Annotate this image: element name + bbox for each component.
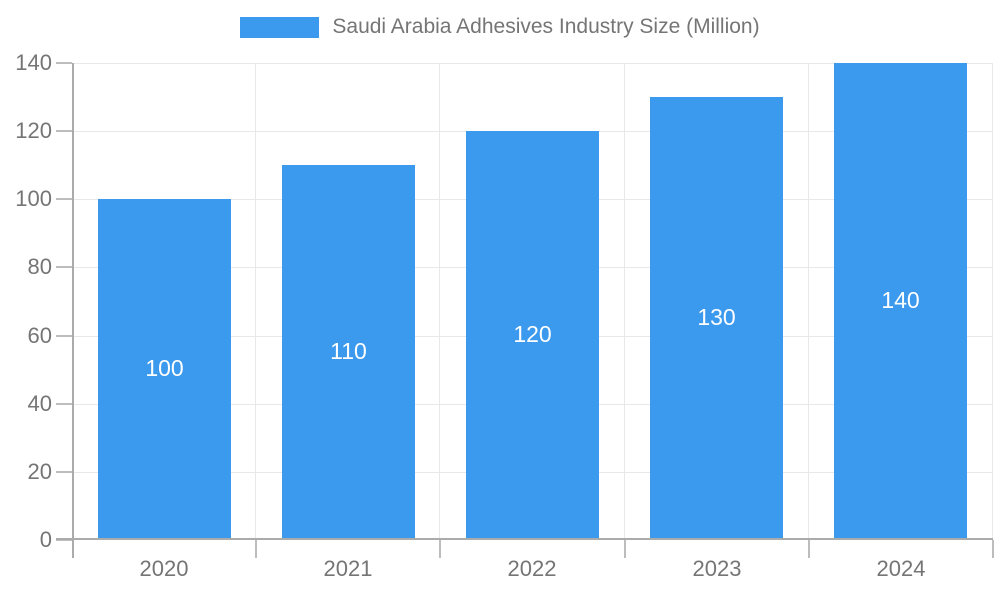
x-axis-tick (439, 540, 441, 558)
y-axis-tick (56, 130, 72, 132)
y-axis-label: 60 (27, 323, 52, 348)
x-gridline (255, 63, 256, 540)
bar-2022[interactable]: 120 (466, 131, 599, 538)
x-axis-tick (624, 540, 626, 558)
x-axis-tick (808, 540, 810, 558)
y-axis-tick (56, 266, 72, 268)
x-gridline (808, 63, 809, 540)
y-axis-line (72, 63, 74, 558)
y-axis-label: 40 (27, 391, 52, 416)
bar-2021[interactable]: 110 (282, 165, 415, 538)
y-gridline (72, 63, 993, 64)
x-gridline (624, 63, 625, 540)
y-axis-label: 0 (39, 527, 52, 552)
x-axis-label-2024: 2024 (876, 556, 926, 581)
y-axis-label: 20 (27, 459, 52, 484)
x-axis-label-2021: 2021 (323, 556, 373, 581)
x-axis-label-2022: 2022 (507, 556, 557, 581)
y-axis-label: 140 (15, 50, 52, 75)
legend-label: Saudi Arabia Adhesives Industry Size (Mi… (332, 15, 760, 38)
y-axis-tick (56, 403, 72, 405)
y-axis-label: 80 (27, 254, 52, 279)
x-axis-label-2023: 2023 (692, 556, 742, 581)
bar-value-label: 100 (145, 355, 184, 381)
bar-value-label: 140 (881, 287, 920, 313)
x-axis-tick (992, 540, 994, 558)
y-axis-tick (56, 335, 72, 337)
bar-value-label: 130 (697, 304, 736, 330)
y-axis-tick (56, 539, 72, 541)
y-axis-tick (56, 471, 72, 473)
x-gridline (992, 63, 993, 540)
y-axis-label: 100 (15, 186, 52, 211)
y-axis-label: 120 (15, 118, 52, 143)
y-axis-tick (56, 198, 72, 200)
bar-2020[interactable]: 100 (98, 199, 231, 538)
x-gridline (439, 63, 440, 540)
legend[interactable]: Saudi Arabia Adhesives Industry Size (Mi… (0, 15, 1000, 39)
bar-2023[interactable]: 130 (650, 97, 783, 538)
bar-value-label: 110 (330, 338, 367, 364)
x-axis-tick (255, 540, 257, 558)
bar-value-label: 120 (513, 321, 552, 347)
x-axis-label-2020: 2020 (139, 556, 189, 581)
x-axis-line (56, 538, 993, 540)
bar-2024[interactable]: 140 (834, 63, 967, 538)
y-axis-tick (56, 62, 72, 64)
legend-swatch (240, 16, 320, 38)
